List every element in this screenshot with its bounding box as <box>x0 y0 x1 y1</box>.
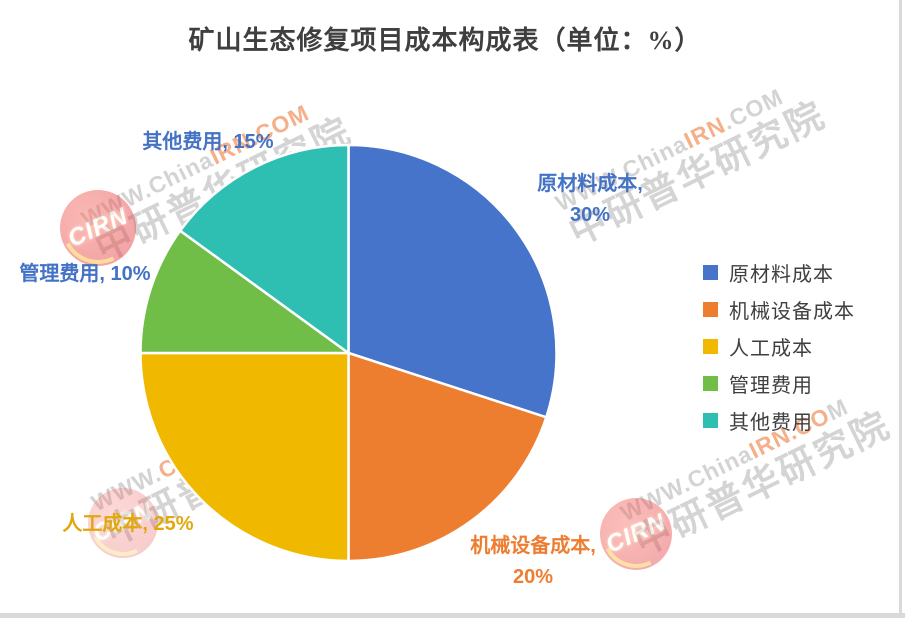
legend-item-other: 其他费用 <box>703 402 855 439</box>
slice-label-machinery: 机械设备成本, 20% <box>470 535 596 588</box>
legend-marker-icon <box>703 376 718 391</box>
pie-slice-3 <box>139 351 350 563</box>
legend-marker-icon <box>703 339 718 354</box>
slice-label-management: 管理费用, 10% <box>19 263 151 285</box>
legend-item-management: 管理费用 <box>703 365 855 402</box>
legend-marker-icon <box>703 413 718 428</box>
slice-label-raw-materials: 原材料成本, 30% <box>537 173 643 226</box>
pie-slice-1 <box>347 143 558 419</box>
chart-title: 矿山生态修复项目成本构成表（单位：%） <box>188 26 702 55</box>
right-edge-divider <box>899 0 902 618</box>
bottom-edge-divider <box>0 613 905 618</box>
legend-item-raw-materials: 原材料成本 <box>703 254 855 291</box>
slice-label-labor: 人工成本, 25% <box>62 513 194 535</box>
pie-slice-2 <box>347 351 548 563</box>
legend-marker-icon <box>703 265 718 280</box>
legend-item-labor: 人工成本 <box>703 328 855 365</box>
slice-label-other: 其他费用, 15% <box>142 131 274 153</box>
pie-slice-5 <box>178 143 350 355</box>
legend-marker-icon <box>703 302 718 317</box>
chart-legend: 原材料成本 机械设备成本 人工成本 管理费用 其他费用 <box>703 254 855 439</box>
legend-item-machinery: 机械设备成本 <box>703 291 855 328</box>
pie-slice-4 <box>139 229 350 355</box>
